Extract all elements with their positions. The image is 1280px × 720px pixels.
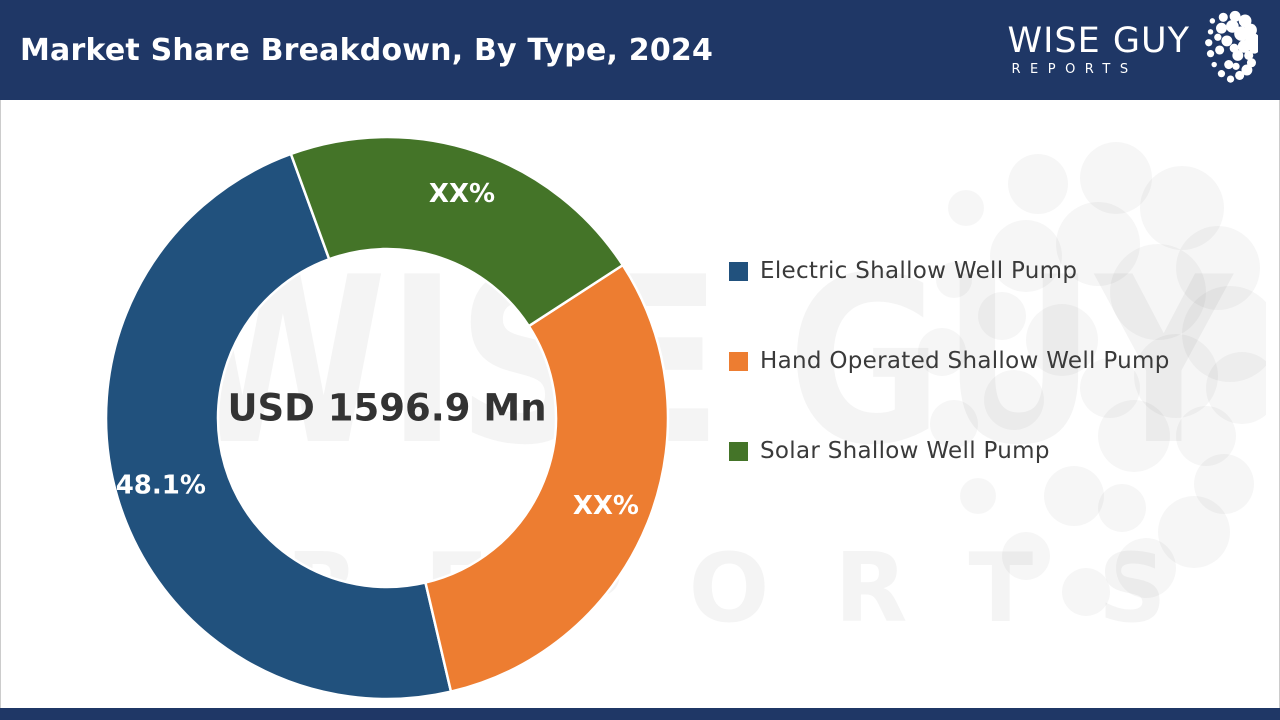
legend-label-hand-operated: Hand Operated Shallow Well Pump (760, 348, 1170, 374)
page-title: Market Share Breakdown, By Type, 2024 (20, 32, 714, 68)
face-dot (1209, 18, 1216, 24)
wiseguy-logo: WISE GUY REPORTS (1007, 10, 1258, 90)
face-dot (1008, 154, 1068, 214)
legend-swatch-electric (729, 261, 748, 281)
legend-label-electric: Electric Shallow Well Pump (760, 258, 1078, 284)
legend-item-hand-operated: Hand Operated Shallow Well Pump (729, 346, 1170, 376)
face-dot (948, 190, 984, 226)
face-dot (1235, 70, 1245, 80)
face-dot (1205, 39, 1213, 47)
face-dot (1237, 40, 1251, 53)
face-dot (1207, 29, 1214, 35)
face-dot (1216, 22, 1227, 34)
donut-slice (104, 152, 453, 701)
face-dot (1214, 33, 1222, 41)
logo-wordmark-line2: REPORTS (1011, 61, 1138, 77)
slice-percent-label: 48.1% (116, 470, 206, 500)
slice-percent-label: XX% (429, 179, 495, 209)
face-dot (1226, 75, 1235, 83)
face-dot (1116, 538, 1176, 598)
logo-wordmark: WISE GUY REPORTS (1007, 20, 1190, 77)
donut-chart: 48.1% XX% XX% (104, 135, 670, 701)
legend-swatch-solar (729, 441, 748, 461)
face-dot (1224, 60, 1234, 70)
face-dot (1246, 58, 1256, 68)
face-dot (1215, 45, 1225, 55)
legend: Electric Shallow Well Pump Hand Operated… (729, 256, 1170, 526)
header-bar: Market Share Breakdown, By Type, 2024 WI… (0, 0, 1280, 100)
face-dot (1241, 64, 1253, 76)
face-dot (1229, 10, 1241, 22)
face-dot (1232, 62, 1240, 70)
chart-area: WISE GUY REPORTS 48.1%XX%XX% USD 1596.9 … (0, 100, 1280, 708)
face-dot (1062, 568, 1110, 616)
logo-face-icon (1205, 10, 1258, 83)
face-dot (1218, 12, 1228, 22)
donut-slice (424, 263, 670, 693)
face-dot (1248, 42, 1258, 54)
face-dot (1221, 35, 1233, 47)
watermark-wordmark: WISE GUY (179, 248, 1232, 478)
footer-bar (0, 708, 1280, 720)
face-dot (1244, 50, 1254, 60)
face-dot (1229, 43, 1239, 53)
donut-center-value: USD 1596.9 Mn (227, 386, 547, 430)
donut-slice (289, 135, 625, 328)
legend-swatch-hand-operated (729, 351, 748, 371)
slice-percent-label: XX% (573, 491, 639, 521)
logo-wordmark-line1: WISE GUY (1007, 20, 1190, 61)
face-dot (1211, 61, 1217, 68)
legend-item-electric: Electric Shallow Well Pump (729, 256, 1170, 286)
legend-label-solar: Solar Shallow Well Pump (760, 438, 1050, 464)
legend-item-solar: Solar Shallow Well Pump (729, 436, 1170, 466)
face-dot (1206, 50, 1215, 58)
face-dot (1234, 26, 1249, 41)
face-dot (1217, 70, 1226, 78)
face-dot (1232, 50, 1244, 61)
face-dot (1002, 532, 1050, 580)
